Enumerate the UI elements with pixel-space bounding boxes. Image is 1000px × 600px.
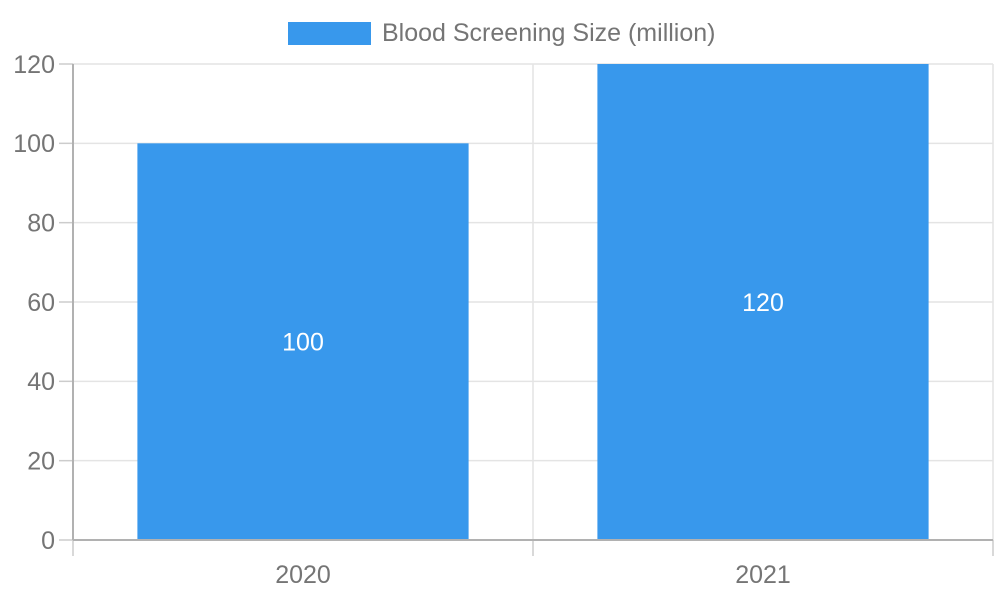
y-axis-tick-label: 20 bbox=[27, 447, 55, 475]
legend-label: Blood Screening Size (million) bbox=[382, 19, 716, 47]
y-axis-tick-label: 60 bbox=[27, 289, 55, 317]
legend-swatch bbox=[288, 22, 371, 45]
x-axis-tick-label: 2020 bbox=[275, 561, 331, 589]
bar-value-label: 120 bbox=[742, 289, 784, 317]
bar-2020[interactable] bbox=[137, 143, 469, 541]
x-axis-tick-label: 2021 bbox=[735, 561, 791, 589]
y-axis-tick-label: 120 bbox=[13, 51, 55, 79]
y-axis-tick-label: 0 bbox=[41, 527, 55, 555]
y-axis-tick-label: 100 bbox=[13, 130, 55, 158]
y-axis-tick-label: 80 bbox=[27, 209, 55, 237]
bar-2021[interactable] bbox=[597, 64, 929, 540]
bar-value-label: 100 bbox=[282, 328, 324, 356]
legend[interactable]: Blood Screening Size (million) bbox=[288, 19, 716, 47]
y-axis-tick-label: 40 bbox=[27, 368, 55, 396]
